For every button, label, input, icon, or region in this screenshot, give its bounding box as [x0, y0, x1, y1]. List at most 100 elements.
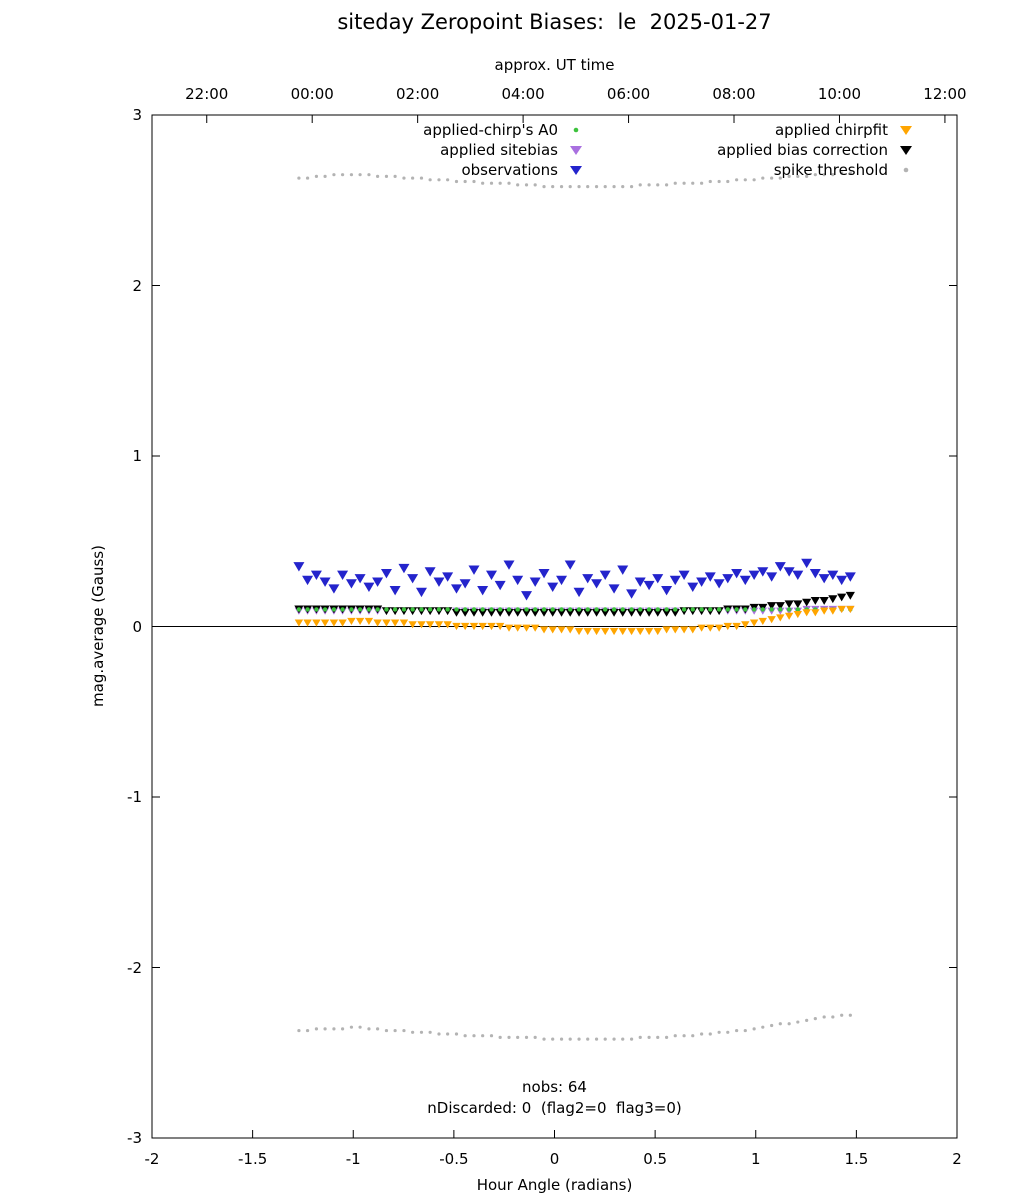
- chirpfit-point: [732, 622, 741, 631]
- a0-point: [769, 607, 774, 612]
- bias_correction-point: [784, 600, 794, 609]
- chirpfit-point: [452, 622, 461, 631]
- spike_lower-point: [472, 1034, 476, 1038]
- spike_upper-point: [787, 174, 791, 178]
- spike_lower-point: [805, 1018, 809, 1022]
- spike_lower-point: [752, 1027, 756, 1031]
- observations-point: [450, 584, 462, 594]
- bias_correction-point: [574, 608, 584, 617]
- x-tick-label: 1: [750, 1150, 761, 1168]
- a0-point: [699, 607, 704, 612]
- spike_lower-point: [568, 1037, 572, 1041]
- annotation-nobs: nobs: 64: [522, 1078, 587, 1096]
- bias_correction-point: [495, 608, 505, 617]
- spike_lower-point: [612, 1037, 616, 1041]
- observations-point: [748, 570, 760, 581]
- a0-point: [480, 607, 485, 612]
- chirpfit-point: [347, 617, 356, 625]
- observations-point: [398, 563, 410, 574]
- chirpfit-point: [408, 621, 417, 629]
- spike_upper-point: [481, 181, 485, 185]
- observations-point: [328, 584, 340, 594]
- applied-chirp-s-a0-marker-icon: [573, 127, 579, 133]
- chirpfit-point: [706, 624, 715, 632]
- observations-point: [766, 572, 778, 582]
- top-tick-label: 22:00: [185, 85, 229, 103]
- chirpfit-point: [399, 619, 409, 627]
- chirpfit-point: [530, 624, 540, 632]
- spike_lower-point: [743, 1028, 747, 1033]
- spike_upper-point: [813, 173, 817, 177]
- spike_upper-point: [770, 176, 774, 180]
- observations-point: [661, 586, 673, 596]
- a0-point: [532, 607, 538, 612]
- observations-point: [529, 577, 541, 587]
- spike_upper-point: [577, 185, 581, 189]
- top-axis-label: approx. UT time: [494, 56, 615, 74]
- spike_upper-point: [551, 185, 555, 189]
- observations-point: [424, 567, 436, 577]
- a0-point: [541, 607, 547, 612]
- chirpfit-point: [828, 607, 838, 615]
- spike_lower-point: [551, 1037, 555, 1041]
- a0-point: [655, 607, 660, 612]
- chirpfit-point: [364, 617, 374, 625]
- spike_lower-point: [691, 1034, 695, 1038]
- bias_correction-point: [802, 598, 812, 607]
- bias_correction-point: [609, 608, 619, 617]
- spike_upper-point: [559, 185, 564, 189]
- chirpfit-point: [601, 628, 610, 636]
- bias_correction-point: [653, 608, 663, 617]
- a0-point: [410, 607, 415, 612]
- observations-point: [731, 568, 743, 579]
- chirpfit-point: [802, 609, 811, 617]
- bias_correction-point: [565, 608, 575, 617]
- spike_lower-point: [700, 1032, 704, 1036]
- chirpfit-point: [574, 628, 584, 636]
- spike_lower-point: [419, 1030, 424, 1034]
- chirpfit-point: [495, 622, 505, 631]
- spike_lower-point: [297, 1028, 301, 1033]
- spike_lower-point: [717, 1030, 721, 1034]
- bias_correction-point: [530, 608, 540, 617]
- spike_lower-point: [376, 1027, 380, 1031]
- bias_correction-point: [618, 608, 628, 617]
- top-tick-label: 00:00: [290, 85, 334, 103]
- chirpfit-point: [846, 605, 855, 614]
- observations-point: [809, 568, 821, 579]
- legend-label: applied bias correction: [717, 141, 888, 159]
- observations-point: [626, 589, 638, 599]
- chirpfit-point: [329, 619, 339, 627]
- spike_upper-point: [463, 179, 467, 184]
- spike_lower-point: [481, 1034, 485, 1038]
- observations-point: [442, 572, 454, 582]
- spike_lower-point: [454, 1032, 459, 1036]
- chirpfit-point: [469, 622, 479, 631]
- observations-point: [783, 567, 795, 577]
- observations-point: [337, 570, 349, 581]
- observations-point: [844, 572, 856, 582]
- spike_lower-point: [349, 1025, 354, 1029]
- observations-point: [643, 580, 655, 591]
- observations-point: [669, 575, 681, 586]
- observations-point: [538, 568, 550, 579]
- bias_correction-point: [548, 608, 558, 617]
- chirpfit-point: [443, 621, 452, 629]
- x-tick-label: 1.5: [844, 1150, 869, 1168]
- spike_lower-point: [323, 1027, 327, 1031]
- spike_upper-point: [673, 181, 677, 185]
- spike_upper-point: [708, 179, 712, 184]
- chirpfit-point: [819, 607, 829, 615]
- spike_upper-point: [735, 178, 739, 182]
- a0-point: [567, 607, 573, 612]
- spike_lower-point: [533, 1035, 537, 1040]
- y-axis-label: mag.average (Gauss): [89, 545, 107, 707]
- observations-point: [415, 587, 427, 598]
- bias_correction-point: [661, 608, 672, 617]
- chirpfit-point: [723, 622, 732, 631]
- spike_lower-point: [664, 1035, 669, 1040]
- a0-point: [716, 607, 722, 612]
- chirpfit-point: [355, 617, 365, 625]
- a0-point: [322, 607, 328, 612]
- observations-point: [556, 575, 568, 586]
